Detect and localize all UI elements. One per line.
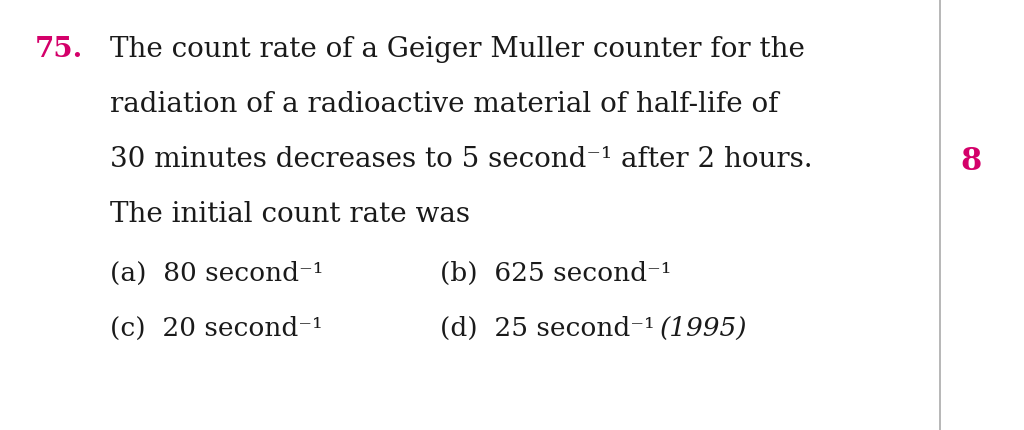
Text: (d)  25 second⁻¹: (d) 25 second⁻¹ xyxy=(440,315,654,340)
Text: 75.: 75. xyxy=(35,36,83,63)
Text: The count rate of a Geiger Muller counter for the: The count rate of a Geiger Muller counte… xyxy=(110,36,805,63)
Text: (a)  80 second⁻¹: (a) 80 second⁻¹ xyxy=(110,261,324,286)
Text: 8: 8 xyxy=(961,146,981,177)
Text: radiation of a radioactive material of half-life of: radiation of a radioactive material of h… xyxy=(110,91,778,118)
Text: 30 minutes decreases to 5 second⁻¹ after 2 hours.: 30 minutes decreases to 5 second⁻¹ after… xyxy=(110,146,813,172)
Text: (c)  20 second⁻¹: (c) 20 second⁻¹ xyxy=(110,315,323,340)
Text: (1995): (1995) xyxy=(660,315,748,340)
Text: The initial count rate was: The initial count rate was xyxy=(110,200,470,227)
Text: (b)  625 second⁻¹: (b) 625 second⁻¹ xyxy=(440,261,672,286)
